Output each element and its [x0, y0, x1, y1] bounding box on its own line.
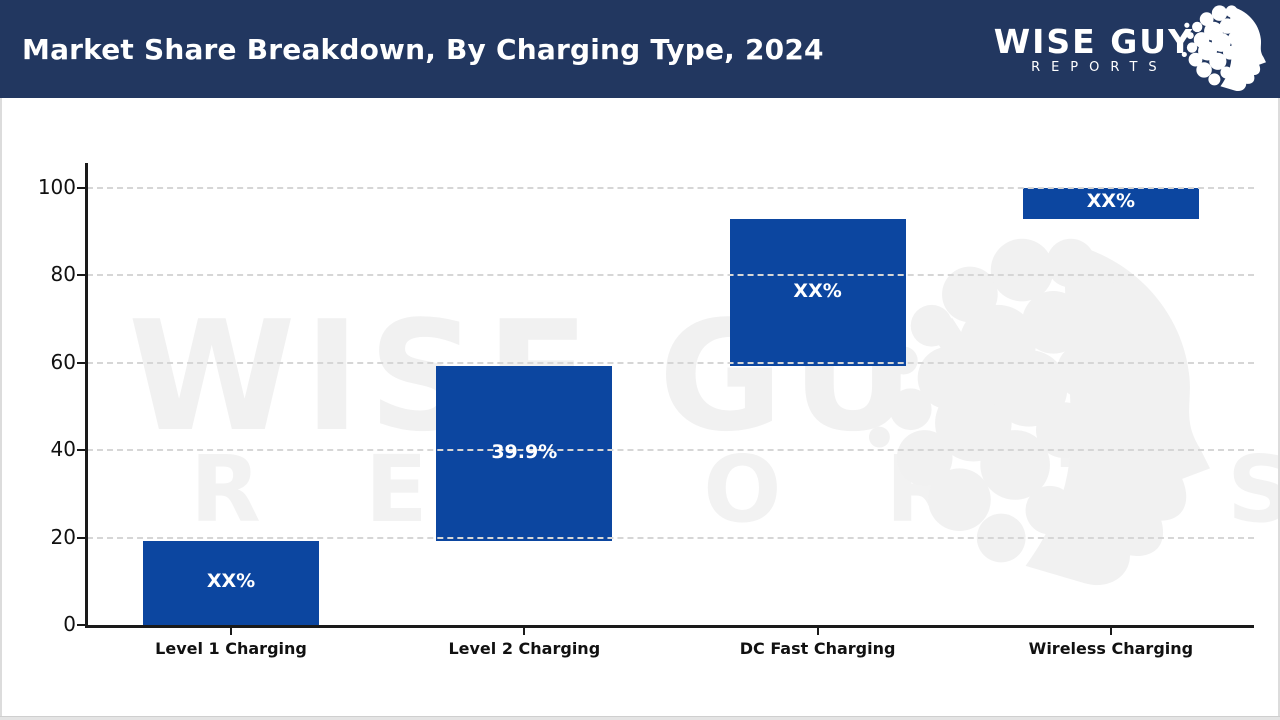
logo-wordmark: WISE GUY	[993, 21, 1194, 61]
page-border-bottom	[0, 716, 1280, 720]
y-axis-tick-label: 60	[50, 349, 76, 374]
y-axis-tick	[77, 536, 87, 539]
chart-title: Market Share Breakdown, By Charging Type…	[22, 32, 824, 66]
header-banner: Market Share Breakdown, By Charging Type…	[0, 0, 1280, 98]
h-gridline	[87, 449, 1254, 451]
y-axis-tick	[77, 361, 87, 364]
x-category-label: Level 1 Charging	[155, 639, 307, 658]
logo-text: WISE GUY REPORTS	[994, 25, 1194, 74]
x-axis-line	[85, 625, 1254, 628]
waterfall-bar	[143, 541, 319, 625]
x-axis-tick	[523, 628, 526, 635]
x-category-label: Wireless Charging	[1028, 639, 1194, 658]
wise-guy-reports-logo: WISE GUY REPORTS	[994, 4, 1266, 94]
x-axis-tick	[1109, 628, 1112, 635]
x-axis-tick	[230, 628, 232, 635]
waterfall-bar	[436, 366, 613, 541]
y-axis-tick	[77, 449, 87, 451]
y-axis-line	[85, 163, 88, 628]
bar-value-label: 39.9%	[491, 440, 558, 463]
watermark-head-icon	[868, 238, 1210, 586]
bar-value-label: XX%	[793, 279, 842, 302]
page-border-right	[1278, 98, 1280, 720]
x-category-label: DC Fast Charging	[739, 639, 896, 658]
y-axis-tick-label: 80	[50, 262, 76, 286]
h-gridline	[87, 186, 1254, 189]
waterfall-bar	[729, 218, 906, 367]
x-axis-tick	[816, 628, 819, 635]
y-axis-tick	[77, 186, 87, 189]
y-axis-tick-label: 20	[50, 524, 76, 549]
dotted-head-profile-icon	[1181, 5, 1266, 92]
watermark-layer: WISE GUY R E P O R T S	[0, 98, 1280, 720]
bar-value-label: XX%	[206, 570, 256, 592]
logo-subtitle: REPORTS	[1031, 59, 1168, 75]
bar-value-label: XX%	[1086, 190, 1136, 213]
h-gridline	[87, 274, 1254, 276]
y-axis-tick-label: 100	[37, 174, 76, 199]
h-gridline	[87, 361, 1254, 364]
y-axis-tick	[77, 274, 87, 276]
x-category-label: Level 2 Charging	[448, 639, 601, 658]
waterfall-bar	[1022, 187, 1199, 219]
y-axis-tick	[77, 624, 87, 626]
waterfall-chart: WISE GUY R E P O R T S 0 20 40 60 80 100 XX% Le…	[0, 98, 1280, 720]
y-axis-tick-label: 0	[63, 612, 76, 636]
y-axis-tick-label: 40	[50, 437, 76, 461]
h-gridline	[87, 536, 1254, 539]
page-border-left	[0, 98, 2, 720]
